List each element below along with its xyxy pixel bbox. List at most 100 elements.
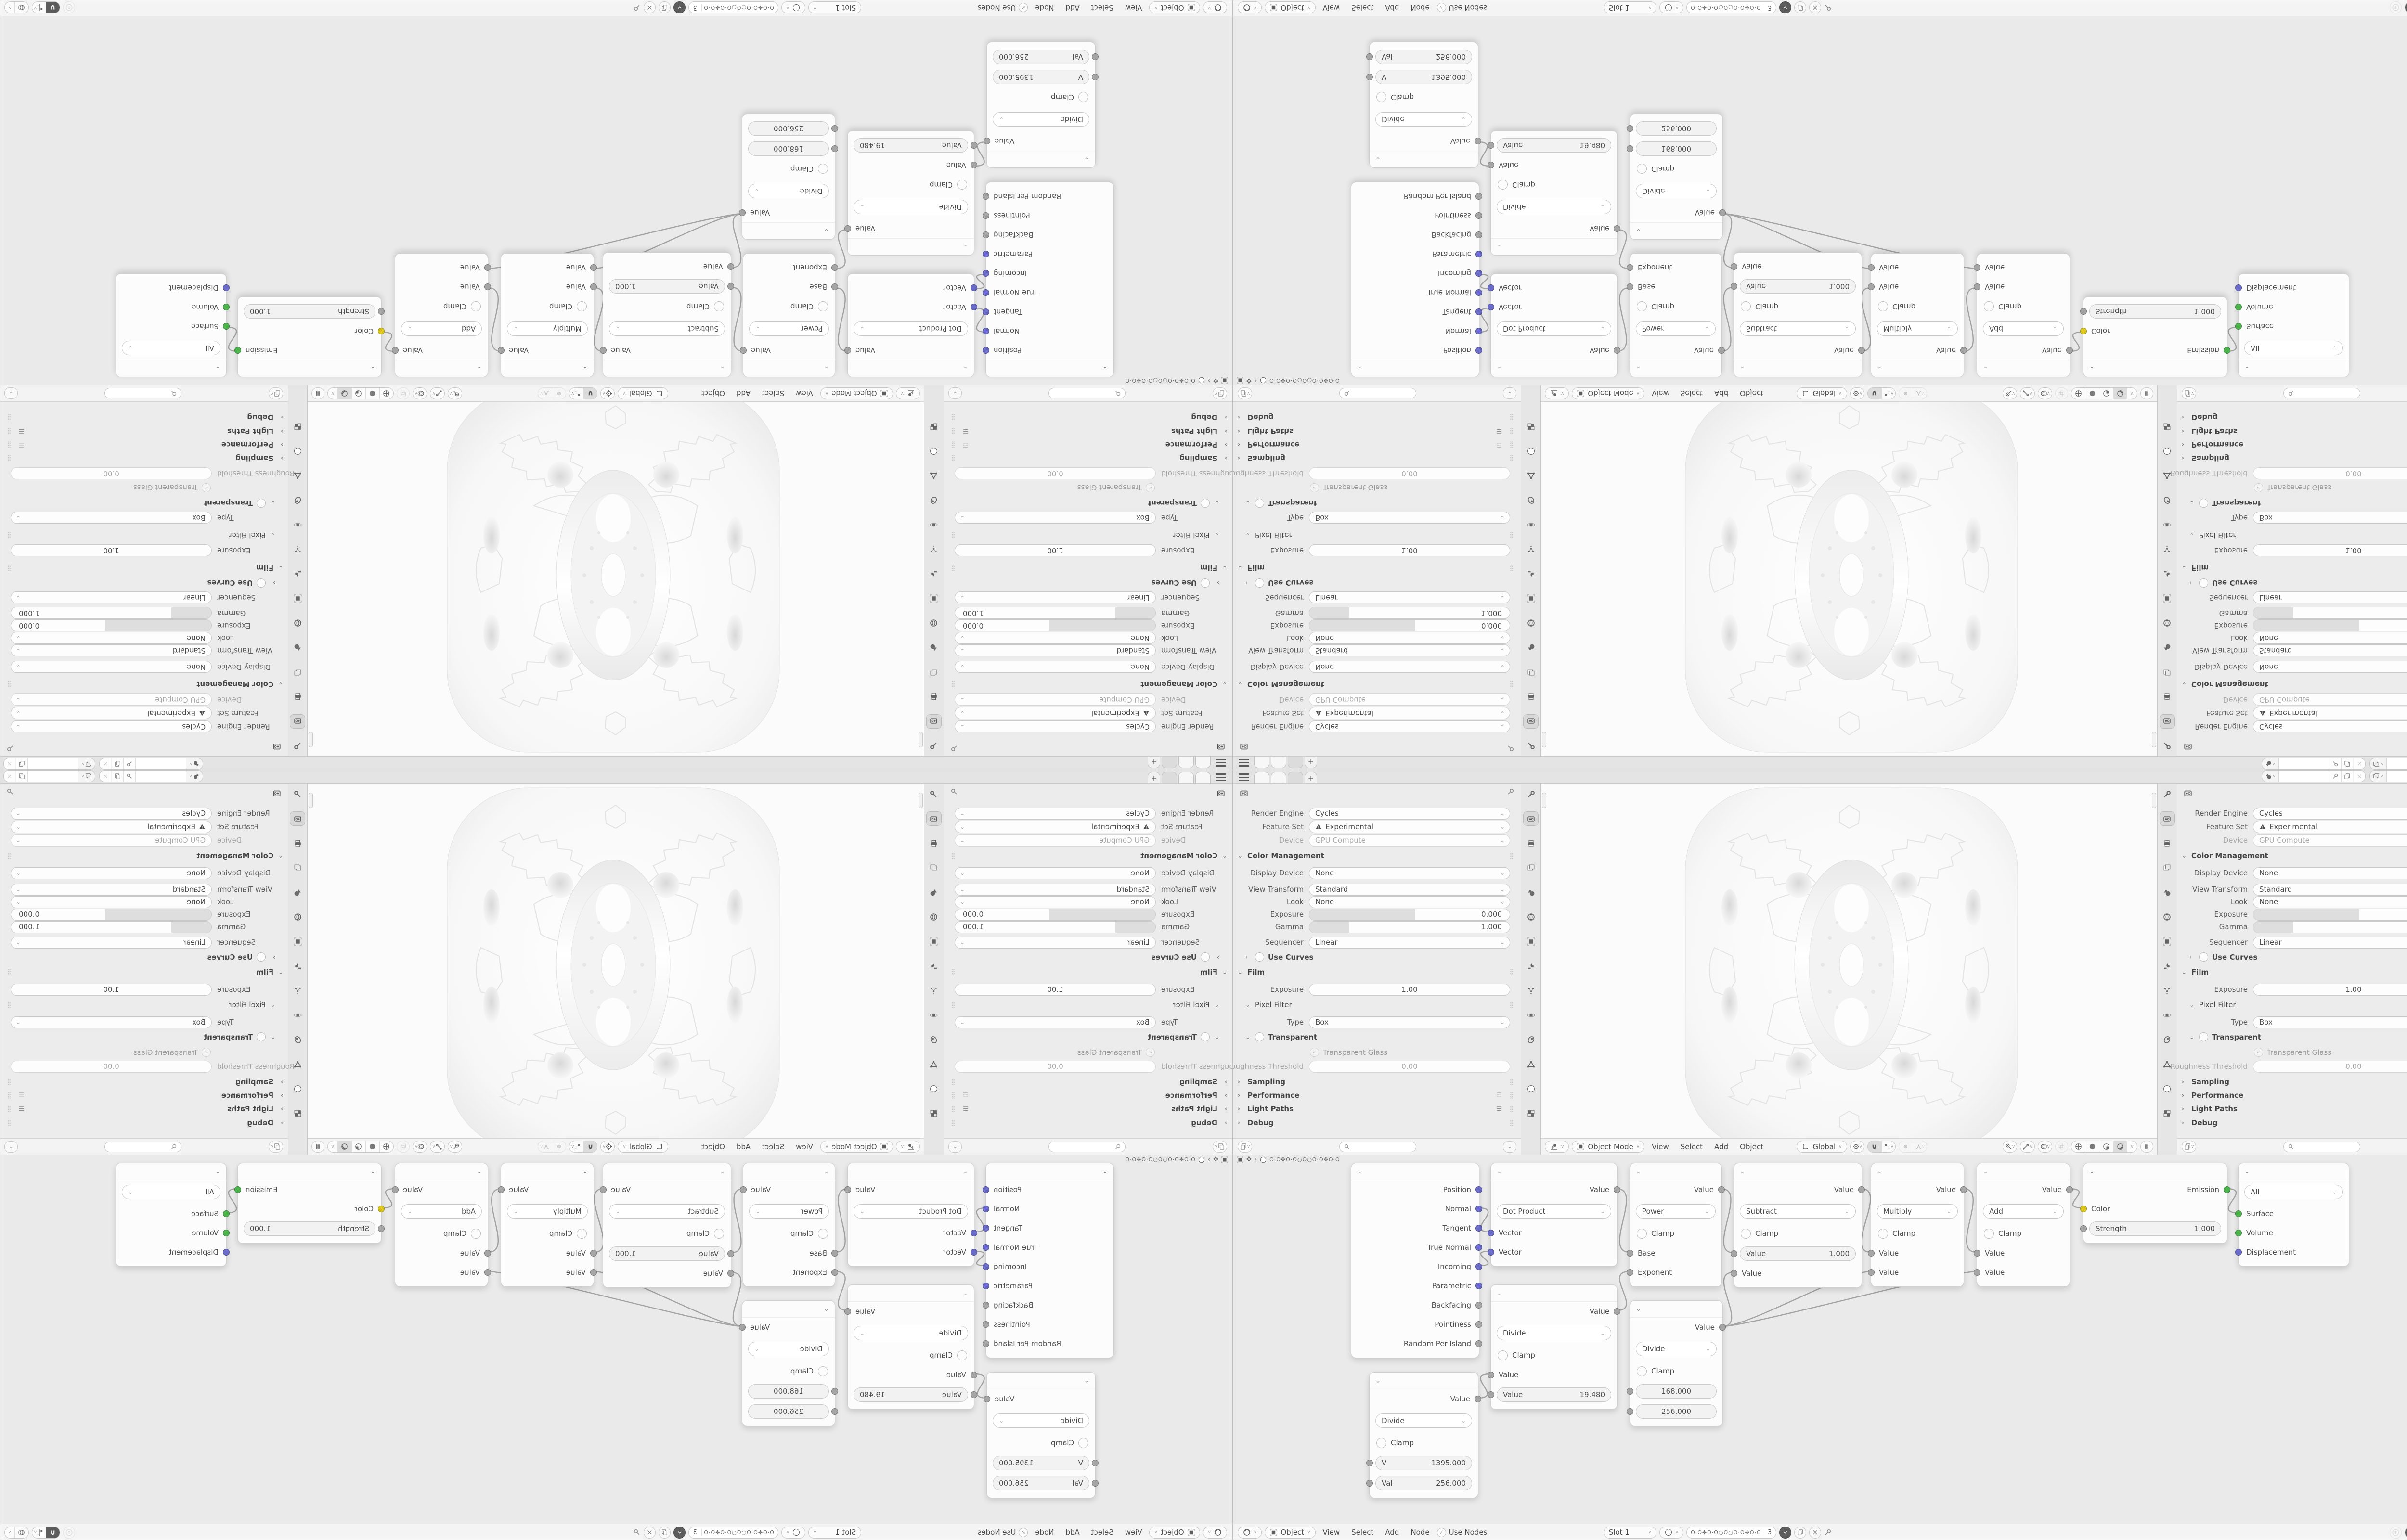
prop-row-view-transform-control[interactable]: Standard⌄ xyxy=(11,644,212,657)
panel-drag-dots[interactable]: ⣿ xyxy=(6,454,12,462)
output-socket[interactable] xyxy=(983,212,989,219)
output-socket[interactable] xyxy=(983,270,989,277)
output-socket[interactable] xyxy=(844,1308,851,1315)
properties-tab-texture[interactable] xyxy=(290,420,305,434)
properties-editor-type-button[interactable]: v xyxy=(268,1141,284,1153)
properties-tab-physics[interactable] xyxy=(1523,1008,1539,1022)
menu-view[interactable]: View xyxy=(1322,3,1340,12)
properties-tab-modifiers[interactable] xyxy=(2160,959,2175,973)
prop-row-transparent-glass[interactable]: ✓ Transparent Glass xyxy=(1310,483,1387,492)
viewlayer-name-field[interactable] xyxy=(2387,771,2407,782)
output-socket[interactable] xyxy=(600,347,607,354)
prop-row-sequencer-control[interactable]: Linear⌄ xyxy=(955,591,1156,604)
properties-editor-type-button[interactable]: v xyxy=(1238,1141,1253,1153)
search-input[interactable] xyxy=(2283,388,2360,399)
user-count-badge[interactable]: 3 xyxy=(1763,1528,1776,1536)
prop-row-display-device-control[interactable]: None⌄ xyxy=(11,661,212,673)
operation-dropdown[interactable]: All ⌄ xyxy=(2244,341,2343,355)
editor-type-selector[interactable]: v xyxy=(895,387,920,399)
prop-row-film[interactable]: ⌄ Film xyxy=(256,968,284,976)
node-multiply[interactable]: ⌄ Value Multiply ⌄ Clamp Value Value xyxy=(1868,1163,1967,1287)
prop-row-sequencer-control[interactable]: Linear⌄ xyxy=(955,936,1156,949)
operation-dropdown[interactable]: Divide ⌄ xyxy=(993,112,1089,127)
node-add[interactable]: ⌄ Value Add ⌄ Clamp Value Value xyxy=(1974,1163,2073,1287)
value-field[interactable]: Strength 1.000 xyxy=(244,1221,375,1236)
pin-icon[interactable] xyxy=(124,758,136,769)
properties-tab-constraints[interactable] xyxy=(926,493,942,508)
up-arrow-icon[interactable] xyxy=(63,1526,75,1539)
filter-chevron-button[interactable]: ⌄ xyxy=(4,1141,18,1153)
input-socket[interactable] xyxy=(484,283,491,290)
close-icon[interactable]: × xyxy=(2353,758,2365,769)
panel-drag-dots[interactable]: ⣿ xyxy=(950,680,956,688)
prop-row-use-curves[interactable]: › Use Curves xyxy=(1151,578,1219,588)
input-socket[interactable] xyxy=(971,1230,977,1236)
viewport-3d[interactable]: v Object Mode v View Select Add Object Globa… xyxy=(308,784,924,1155)
properties-tab-constraints[interactable] xyxy=(2160,1032,2175,1047)
operation-dropdown[interactable]: Subtract ⌄ xyxy=(1740,1204,1856,1219)
node-subtract[interactable]: ⌄ Value Subtract ⌄ Clamp Value 1.000 Value xyxy=(1731,252,1865,377)
value-field[interactable]: V 1395.000 xyxy=(993,1456,1089,1470)
output-socket[interactable] xyxy=(983,1283,989,1289)
visibility-icon[interactable]: v xyxy=(447,1141,462,1153)
operation-dropdown[interactable]: Power ⌄ xyxy=(1636,321,1716,336)
prop-row-color-management[interactable]: ⌄ Color Management xyxy=(1238,680,1324,689)
node-emission[interactable]: ⌄ Emission Color Strength 1.000 xyxy=(234,1163,385,1244)
prop-row-view-transform-control[interactable]: Standard⌄ xyxy=(2252,644,2407,657)
prop-row-type-control[interactable]: Box⌄ xyxy=(955,512,1156,524)
panel-drag-dots[interactable]: ⣿ xyxy=(1509,969,1515,976)
prop-row-type-control[interactable]: Box⌄ xyxy=(1309,1016,1510,1028)
properties-tab-viewlayer[interactable] xyxy=(290,665,305,680)
node-collapse-chevron[interactable]: ⌄ xyxy=(1491,1285,1617,1302)
properties-tab-physics[interactable] xyxy=(2160,1008,2175,1022)
snapping-group[interactable]: v xyxy=(569,1141,598,1153)
menu-object[interactable]: Object xyxy=(1740,389,1763,398)
operation-dropdown[interactable]: Dot Product ⌄ xyxy=(1497,1204,1611,1219)
operation-dropdown[interactable]: Multiply ⌄ xyxy=(1877,321,1958,336)
properties-tab-scene[interactable] xyxy=(926,641,942,655)
up-arrow-icon[interactable] xyxy=(63,1,75,14)
copy-icon[interactable] xyxy=(2341,758,2353,769)
operation-dropdown[interactable]: All ⌄ xyxy=(122,341,220,355)
panel-drag-dots[interactable]: ⣿ xyxy=(1509,1001,1515,1009)
properties-tab-output[interactable] xyxy=(290,690,305,704)
shading-material-icon[interactable] xyxy=(351,1141,365,1152)
value-field[interactable]: 256.000 xyxy=(1636,1404,1717,1419)
pin-icon[interactable] xyxy=(2329,771,2341,782)
prop-row-transparent[interactable]: ⌄ Transparent xyxy=(2189,1032,2261,1041)
properties-tab-world[interactable] xyxy=(290,910,305,924)
node-collapse-chevron[interactable]: ⌄ xyxy=(603,360,731,377)
overlays-icon[interactable] xyxy=(14,2,28,13)
properties-tab-particles[interactable] xyxy=(1523,983,1539,998)
overlays-group[interactable]: v xyxy=(4,1526,29,1539)
value-field[interactable]: 256.000 xyxy=(748,121,829,136)
operation-dropdown[interactable]: Subtract ⌄ xyxy=(609,321,725,336)
panel-drag-dots[interactable]: ⣿ xyxy=(950,1078,956,1086)
prop-row-debug[interactable]: › Debug xyxy=(2181,413,2218,422)
region-handle[interactable] xyxy=(2152,732,2156,747)
operation-dropdown[interactable]: Add ⌄ xyxy=(1983,321,2064,336)
clamp-checkbox[interactable] xyxy=(957,180,967,190)
properties-tab-material[interactable] xyxy=(2160,1081,2175,1096)
node-divide19[interactable]: ⌄ Value Divide ⌄ Clamp Value Value 19.480 xyxy=(844,130,977,256)
falloff-icon[interactable]: v xyxy=(1913,388,1927,399)
scene-selector[interactable]: v × xyxy=(2262,758,2366,770)
output-socket[interactable] xyxy=(392,1186,399,1193)
prop-row-feature-set-control[interactable]: Experimental⌄ xyxy=(1309,821,1510,833)
scene-selector[interactable]: v × xyxy=(99,758,203,770)
panel-drag-dots[interactable]: ⣿ xyxy=(950,1119,956,1127)
panel-drag-dots[interactable]: ⣿ xyxy=(1509,680,1515,688)
node-collapse-chevron[interactable]: ⌄ xyxy=(1871,360,1964,377)
workspace-tab-3[interactable] xyxy=(1162,772,1177,783)
prop-row-feature-set-control[interactable]: Experimental⌄ xyxy=(2252,821,2407,833)
workspace-tab-2[interactable] xyxy=(1271,757,1286,768)
properties-tab-object[interactable] xyxy=(1523,591,1539,606)
snapping-group[interactable]: v xyxy=(31,1526,60,1539)
output-socket[interactable] xyxy=(1475,1340,1482,1347)
properties-tab-data[interactable] xyxy=(926,469,942,483)
overlays-group[interactable]: v xyxy=(4,1,29,14)
input-socket[interactable] xyxy=(1488,304,1494,310)
output-socket[interactable] xyxy=(984,1396,990,1402)
value-field[interactable]: V 1395.000 xyxy=(1375,1456,1472,1470)
output-socket[interactable] xyxy=(1475,231,1482,238)
